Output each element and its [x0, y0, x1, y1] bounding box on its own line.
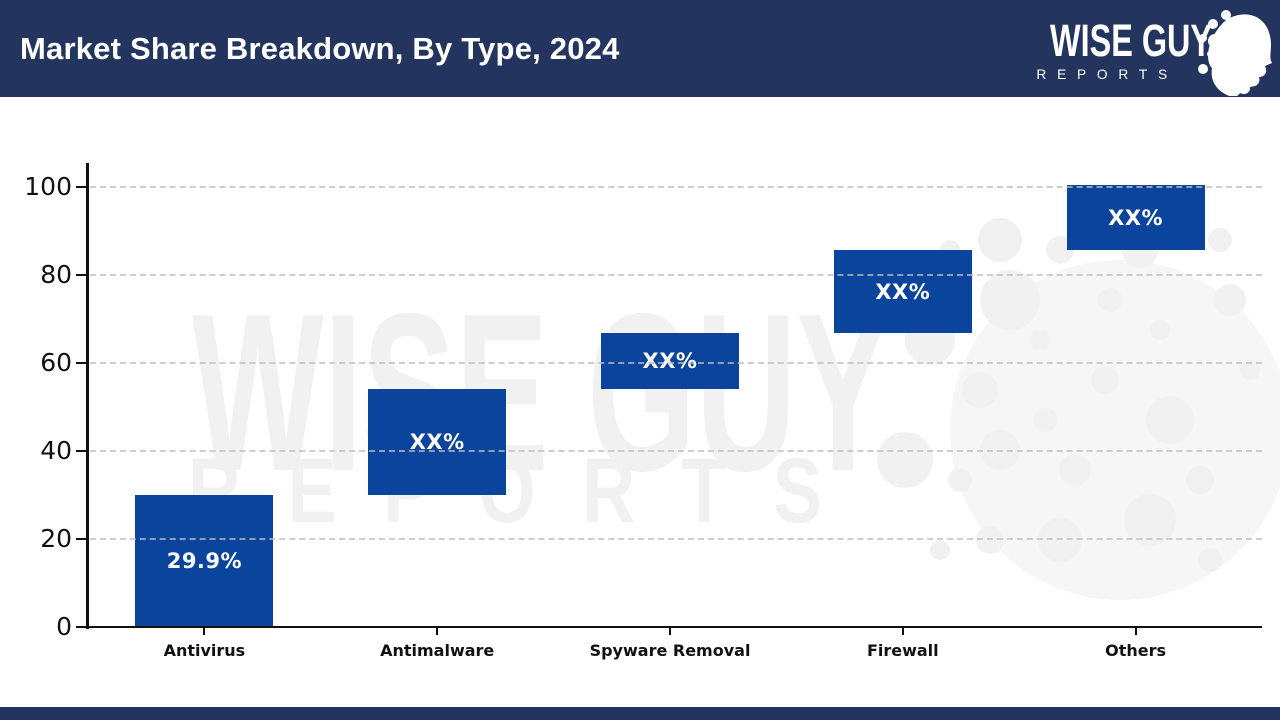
gridline	[90, 449, 1262, 452]
watermark-dot	[877, 432, 933, 488]
x-tick-mark	[436, 628, 439, 635]
bar: 29.9%	[135, 495, 274, 627]
y-tick-label: 20	[40, 523, 72, 553]
watermark-dot	[1091, 366, 1119, 394]
y-tick-label: 0	[56, 611, 72, 641]
x-category-label: Antimalware	[380, 641, 495, 660]
y-tick-label: 60	[40, 347, 72, 377]
x-tick-mark	[669, 628, 671, 635]
watermark-dot	[1059, 454, 1091, 486]
watermark-dot	[1033, 408, 1057, 432]
y-tick-mark	[76, 537, 86, 540]
x-axis-line	[86, 625, 1262, 628]
bar-value-label: XX%	[1108, 205, 1164, 230]
watermark-dot	[980, 270, 1040, 330]
y-tick-mark	[76, 625, 86, 628]
watermark-dot	[1030, 330, 1050, 350]
x-category-label: Antivirus	[163, 641, 246, 660]
bar-value-label: XX%	[875, 279, 931, 304]
y-tick-mark	[76, 361, 86, 364]
watermark-dot	[962, 372, 998, 408]
gridline	[90, 273, 1262, 276]
watermark-dot	[976, 526, 1004, 554]
bar: XX%	[368, 389, 507, 496]
x-tick-mark	[901, 628, 904, 635]
y-tick-label: 80	[40, 259, 72, 289]
watermark-dot	[930, 540, 950, 560]
y-tick-label: 100	[24, 172, 72, 201]
dotted-head-profile-icon	[1198, 10, 1272, 96]
header-bar: Market Share Breakdown, By Type, 2024 WI…	[0, 0, 1280, 97]
y-tick-label: 40	[40, 435, 72, 465]
bar-value-label: 29.9%	[166, 548, 243, 573]
bar-value-label: XX%	[642, 349, 698, 374]
wise-guy-logo: WISE GUY REPORTS	[1004, 4, 1274, 96]
watermark-dot	[1098, 288, 1122, 312]
watermark-dot	[950, 260, 1280, 600]
y-tick-mark	[76, 273, 86, 276]
x-tick-mark	[203, 628, 206, 635]
watermark-dot	[1186, 466, 1214, 494]
x-category-label: Firewall	[866, 641, 939, 660]
watermark-dot	[1146, 396, 1194, 444]
bar: XX%	[601, 333, 739, 390]
logo-subtext: REPORTS	[1036, 66, 1178, 82]
watermark-dot	[1198, 548, 1222, 572]
watermark-dot	[1038, 518, 1082, 562]
y-axis-line	[86, 163, 89, 629]
bar: XX%	[833, 249, 972, 334]
y-tick-mark	[76, 186, 86, 188]
gridline	[90, 537, 1262, 540]
watermark-dot	[1208, 228, 1232, 252]
gridline	[90, 361, 1262, 364]
watermark-dot	[1150, 320, 1170, 340]
page-title: Market Share Breakdown, By Type, 2024	[20, 30, 620, 66]
gridline	[90, 186, 1262, 188]
bar: XX%	[1066, 185, 1205, 250]
watermark-dot	[948, 468, 972, 492]
x-category-label: Spyware Removal	[589, 641, 751, 660]
footer-bar	[0, 707, 1280, 720]
logo-wordmark-block: WISE GUY REPORTS	[987, 18, 1212, 81]
x-category-label: Others	[1105, 641, 1167, 660]
watermark-dot	[1214, 284, 1246, 316]
logo-wordmark: WISE GUY	[1049, 15, 1212, 66]
watermark-dot	[978, 218, 1022, 262]
y-tick-mark	[76, 449, 86, 452]
x-tick-mark	[1134, 628, 1137, 635]
